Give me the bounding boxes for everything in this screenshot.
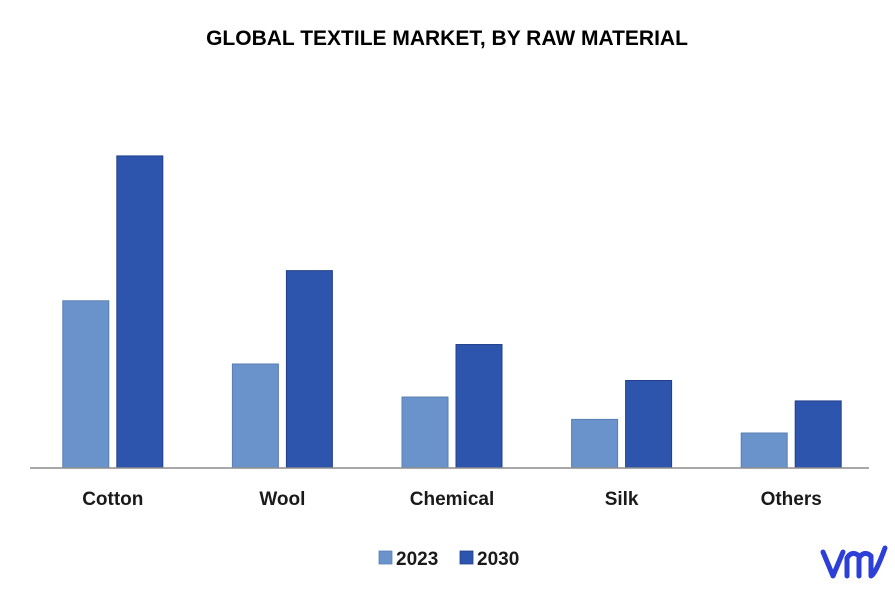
bar-chemical-2030 (455, 344, 503, 469)
bar-wool-2030 (285, 270, 333, 469)
logo-icon (820, 545, 888, 579)
bar-silk-2023 (571, 418, 619, 469)
x-tick-label-cotton: Cotton (82, 489, 143, 510)
x-tick-label-chemical: Chemical (410, 489, 494, 510)
bar-silk-2030 (625, 380, 673, 469)
legend-swatch-2023 (378, 550, 393, 565)
legend-label-2023: 2023 (396, 549, 438, 570)
bar-cotton-2030 (116, 155, 164, 469)
vmr-logo (820, 545, 888, 579)
bar-wool-2023 (231, 363, 279, 469)
legend-swatch-2030 (459, 550, 474, 565)
x-tick-label-others: Others (761, 489, 822, 510)
x-axis-ticks: Cotton Wool Chemical Silk Others (82, 489, 822, 510)
legend: 2023 2030 (378, 549, 519, 570)
bar-others-2023 (740, 432, 788, 469)
legend-label-2030: 2030 (477, 549, 519, 570)
bar-cotton-2023 (62, 300, 110, 469)
x-tick-label-wool: Wool (259, 489, 305, 510)
chart-title: GLOBAL TEXTILE MARKET, BY RAW MATERIAL (206, 27, 688, 50)
bars-group (62, 155, 842, 469)
x-tick-label-silk: Silk (605, 489, 639, 510)
bar-chemical-2023 (401, 396, 449, 469)
bar-others-2030 (794, 400, 842, 469)
